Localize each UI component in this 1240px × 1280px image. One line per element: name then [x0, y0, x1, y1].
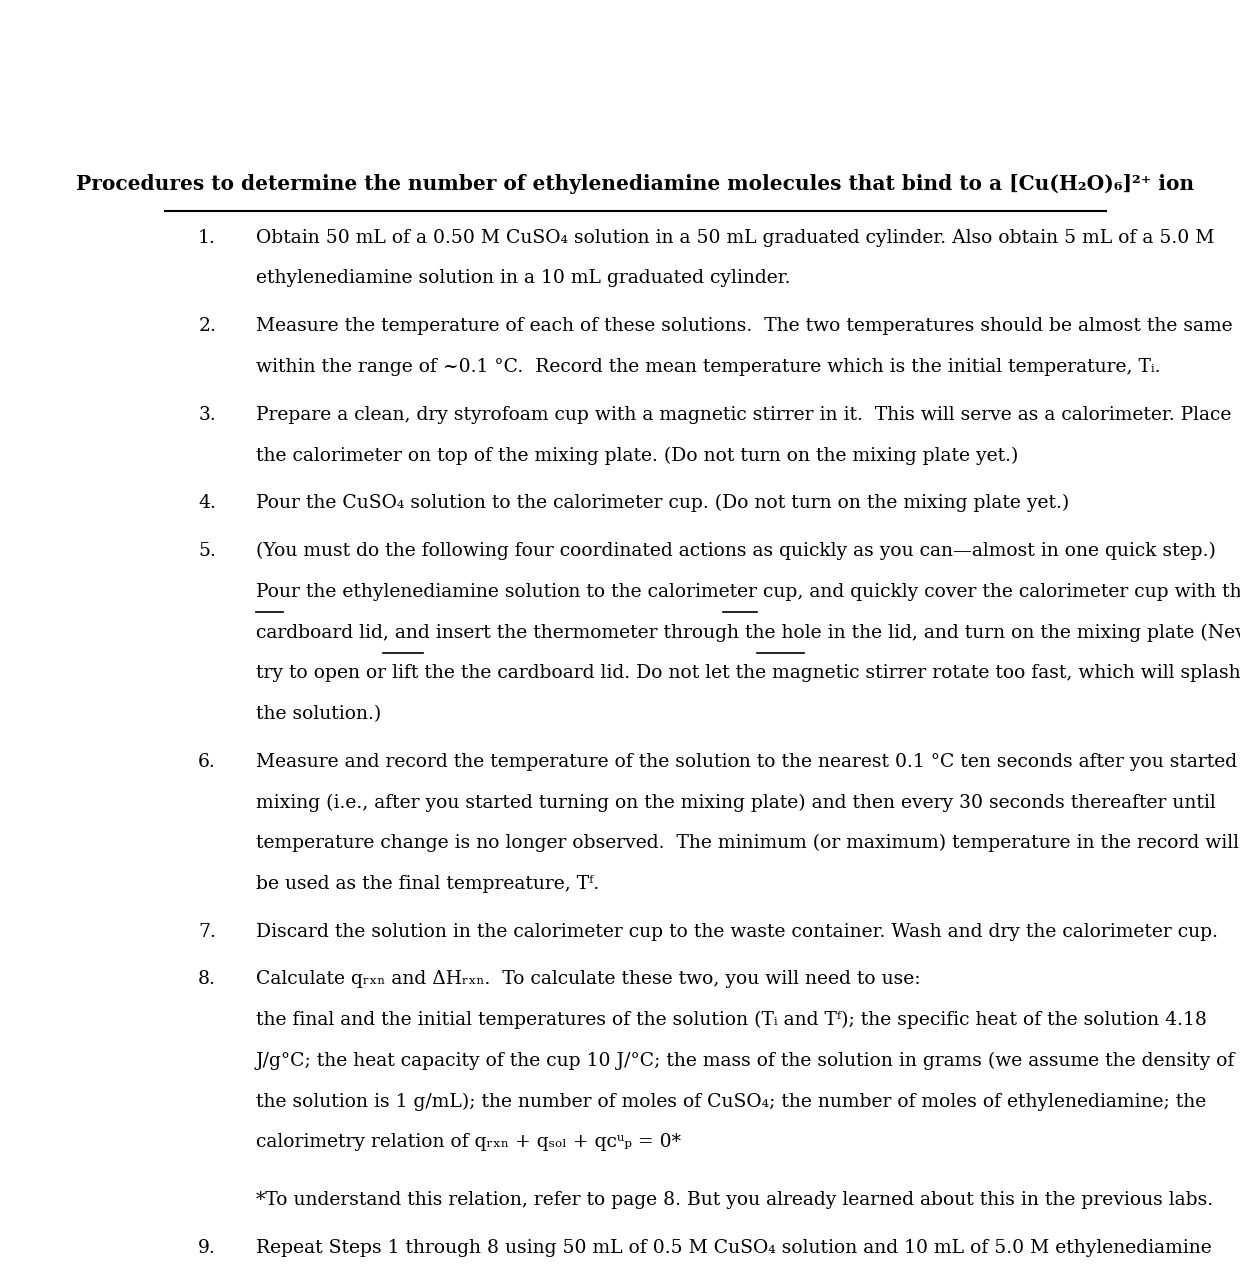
- Text: 7.: 7.: [198, 923, 216, 941]
- Text: mixing (i.e., after you started turning on the mixing plate) and then every 30 s: mixing (i.e., after you started turning …: [255, 794, 1215, 812]
- Text: (You must do the following four coordinated actions as quickly as you can—almost: (You must do the following four coordina…: [255, 541, 1215, 561]
- Text: Pour the CuSO₄ solution to the calorimeter cup. (Do not turn on the mixing plate: Pour the CuSO₄ solution to the calorimet…: [255, 494, 1069, 512]
- Text: Discard the solution in the calorimeter cup to the waste container. Wash and dry: Discard the solution in the calorimeter …: [255, 923, 1218, 941]
- Text: be used as the final tempreature, Tᶠ.: be used as the final tempreature, Tᶠ.: [255, 874, 599, 893]
- Text: the final and the initial temperatures of the solution (Tᵢ and Tᶠ); the specific: the final and the initial temperatures o…: [255, 1011, 1207, 1029]
- Text: 2.: 2.: [198, 317, 216, 335]
- Text: the calorimeter on top of the mixing plate. (Do not turn on the mixing plate yet: the calorimeter on top of the mixing pla…: [255, 447, 1018, 465]
- Text: ethylenediamine solution in a 10 mL graduated cylinder.: ethylenediamine solution in a 10 mL grad…: [255, 269, 790, 287]
- Text: cardboard lid, and insert the thermometer through the hole in the lid, and turn : cardboard lid, and insert the thermomete…: [255, 623, 1240, 641]
- Text: 8.: 8.: [198, 970, 216, 988]
- Text: Procedures to determine the number of ethylenediamine molecules that bind to a [: Procedures to determine the number of et…: [77, 174, 1194, 195]
- Text: the solution.): the solution.): [255, 705, 381, 723]
- Text: within the range of ~0.1 °C.  Record the mean temperature which is the initial t: within the range of ~0.1 °C. Record the …: [255, 358, 1161, 376]
- Text: 9.: 9.: [198, 1239, 216, 1257]
- Text: 4.: 4.: [198, 494, 216, 512]
- Text: Measure the temperature of each of these solutions.  The two temperatures should: Measure the temperature of each of these…: [255, 317, 1233, 335]
- Text: temperature change is no longer observed.  The minimum (or maximum) temperature : temperature change is no longer observed…: [255, 835, 1239, 852]
- Text: *To understand this relation, refer to page 8. But you already learned about thi: *To understand this relation, refer to p…: [255, 1190, 1213, 1210]
- Text: 6.: 6.: [198, 753, 216, 771]
- Text: Repeat Steps 1 through 8 using 50 mL of 0.5 M CuSO₄ solution and 10 mL of 5.0 M : Repeat Steps 1 through 8 using 50 mL of …: [255, 1239, 1211, 1257]
- Text: try to open or lift the the cardboard lid. Do not let the magnetic stirrer rotat: try to open or lift the the cardboard li…: [255, 664, 1240, 682]
- Text: Measure and record the temperature of the solution to the nearest 0.1 °C ten sec: Measure and record the temperature of th…: [255, 753, 1238, 771]
- Text: 3.: 3.: [198, 406, 216, 424]
- Text: 1.: 1.: [198, 229, 216, 247]
- Text: Prepare a clean, dry styrofoam cup with a magnetic stirrer in it.  This will ser: Prepare a clean, dry styrofoam cup with …: [255, 406, 1231, 424]
- Text: Pour the ethylenediamine solution to the calorimeter cup, and quickly cover the : Pour the ethylenediamine solution to the…: [255, 582, 1240, 600]
- Text: 5.: 5.: [198, 541, 216, 559]
- Text: J/g°C; the heat capacity of the cup 10 J/°C; the mass of the solution in grams (: J/g°C; the heat capacity of the cup 10 J…: [255, 1052, 1235, 1070]
- Text: calorimetry relation of qᵣₓₙ + qₛₒₗ + qᴄᵘₚ = 0*: calorimetry relation of qᵣₓₙ + qₛₒₗ + qᴄ…: [255, 1133, 681, 1151]
- Text: the solution is 1 g/mL); the number of moles of CuSO₄; the number of moles of et: the solution is 1 g/mL); the number of m…: [255, 1093, 1207, 1111]
- Text: Obtain 50 mL of a 0.50 M CuSO₄ solution in a 50 mL graduated cylinder. Also obta: Obtain 50 mL of a 0.50 M CuSO₄ solution …: [255, 229, 1214, 247]
- Text: Calculate qᵣₓₙ and ΔHᵣₓₙ.  To calculate these two, you will need to use:: Calculate qᵣₓₙ and ΔHᵣₓₙ. To calculate t…: [255, 970, 920, 988]
